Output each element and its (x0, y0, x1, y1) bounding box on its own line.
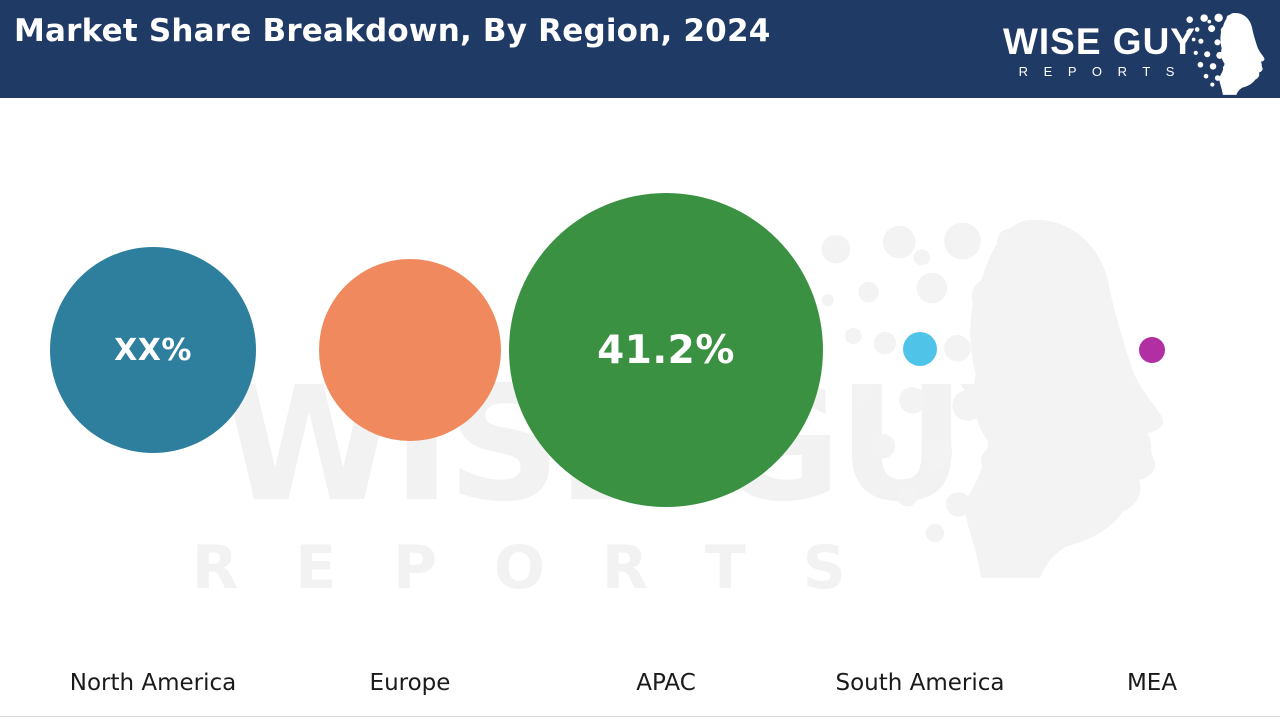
bubble-europe (319, 259, 501, 441)
bottom-border-line (0, 716, 1280, 717)
brand-wordmark-block: WISE GUY R E P O R T S (1002, 20, 1196, 80)
category-label-mea: MEA (1126, 670, 1178, 696)
bubble-value-label: XX% (114, 332, 192, 368)
category-label-south-america: South America (835, 670, 1005, 696)
bubble-mea (1139, 337, 1165, 363)
watermark-subtitle: R E P O R T S (192, 533, 864, 603)
page-title: Market Share Breakdown, By Region, 2024 (14, 13, 771, 49)
bubble-value-label: 41.2% (597, 327, 735, 373)
category-label-north-america: North America (69, 670, 237, 696)
bubble-south-america (903, 332, 937, 366)
header-bar: Market Share Breakdown, By Region, 2024 … (0, 0, 1280, 98)
category-label-europe: Europe (369, 670, 451, 696)
bubble-apac: 41.2% (509, 193, 823, 507)
category-label-apac: APAC (636, 670, 696, 696)
bubble-north-america: XX% (50, 247, 256, 453)
brand-logo: WISE GUY R E P O R T S (1003, 6, 1266, 95)
watermark-head-icon (821, 219, 1163, 578)
brand-wordmark: WISE GUY (1002, 20, 1196, 62)
brand-subtitle: R E P O R T S (1018, 64, 1181, 80)
